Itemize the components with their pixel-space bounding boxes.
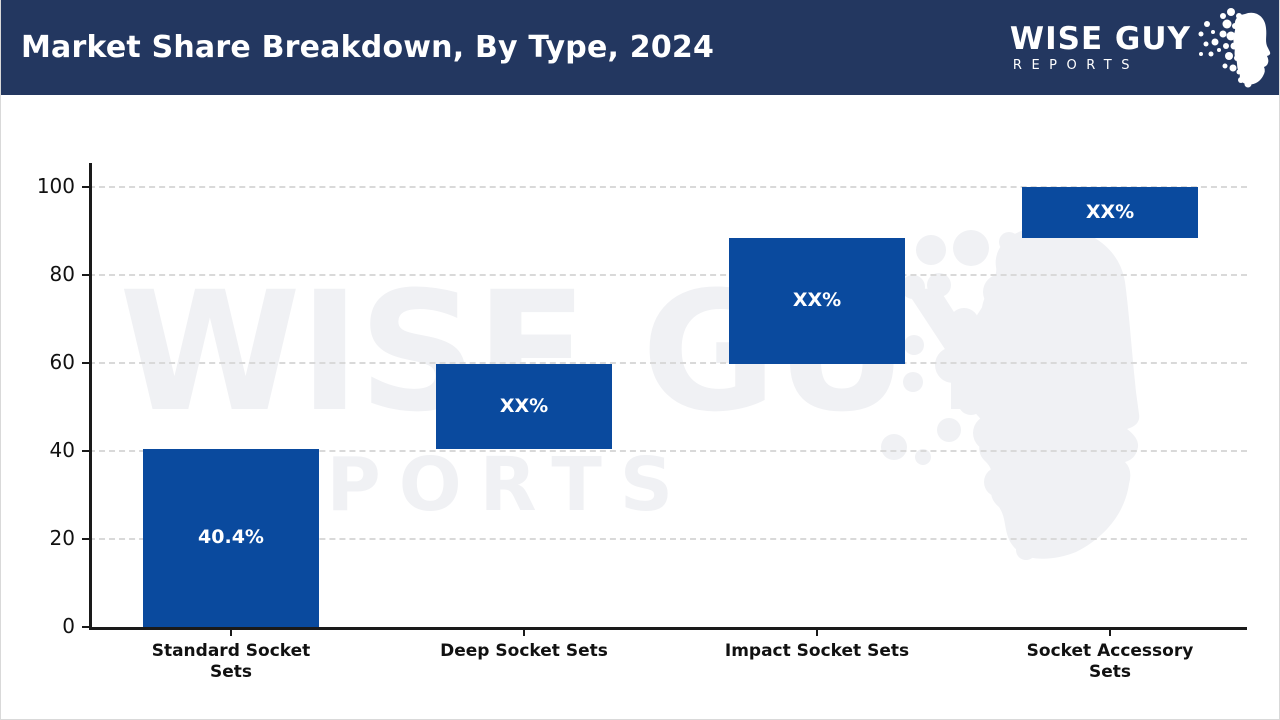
bar-segment — [729, 238, 905, 365]
gridline — [89, 538, 1247, 540]
y-axis-tick — [82, 626, 89, 628]
x-category-label: Socket Accessory Sets — [1026, 641, 1194, 683]
y-tick-label: 40 — [49, 438, 75, 462]
x-category-label: Deep Socket Sets — [440, 641, 608, 661]
bar-segment — [1022, 187, 1198, 239]
y-axis-line — [89, 163, 92, 629]
y-axis-tick — [82, 274, 89, 276]
x-category-label: Impact Socket Sets — [724, 641, 910, 661]
brand-logo: WISE GUY REPORTS — [1009, 6, 1279, 90]
logo-head-icon — [1198, 7, 1271, 87]
y-axis-tick — [82, 450, 89, 452]
watermark-head-icon — [881, 226, 1140, 560]
x-axis-tick — [523, 630, 525, 636]
bar-value-label: XX% — [1085, 200, 1135, 223]
gridline — [89, 362, 1247, 364]
y-tick-label: 80 — [49, 262, 75, 286]
y-tick-label: 60 — [49, 350, 75, 374]
gridline — [89, 450, 1247, 452]
bar-segment — [436, 364, 612, 450]
x-category-label: Standard Socket Sets — [151, 641, 311, 683]
bar-value-label: XX% — [499, 394, 549, 417]
y-tick-label: 0 — [62, 614, 75, 638]
brand-logo-text: WISE GUY REPORTS — [1009, 20, 1191, 73]
x-axis-tick — [1109, 630, 1111, 636]
brand-name: WISE GUY — [1009, 20, 1191, 57]
y-tick-label: 100 — [36, 174, 75, 198]
y-axis-tick — [82, 186, 89, 188]
y-axis-tick — [82, 538, 89, 540]
x-axis-tick — [816, 630, 818, 636]
bar-segment — [143, 449, 319, 627]
gridline — [89, 274, 1247, 276]
brand-subtitle: REPORTS — [1012, 57, 1140, 73]
bar-value-label: 40.4% — [198, 526, 264, 549]
y-axis-tick — [82, 362, 89, 364]
gridline — [89, 186, 1247, 188]
bar-value-label: XX% — [792, 289, 842, 312]
x-axis-line — [89, 627, 1247, 630]
header: Market Share Breakdown, By Type, 2024 WI… — [1, 0, 1279, 95]
x-axis-tick — [230, 630, 232, 636]
y-tick-label: 20 — [49, 526, 75, 550]
page-title: Market Share Breakdown, By Type, 2024 — [21, 30, 715, 65]
